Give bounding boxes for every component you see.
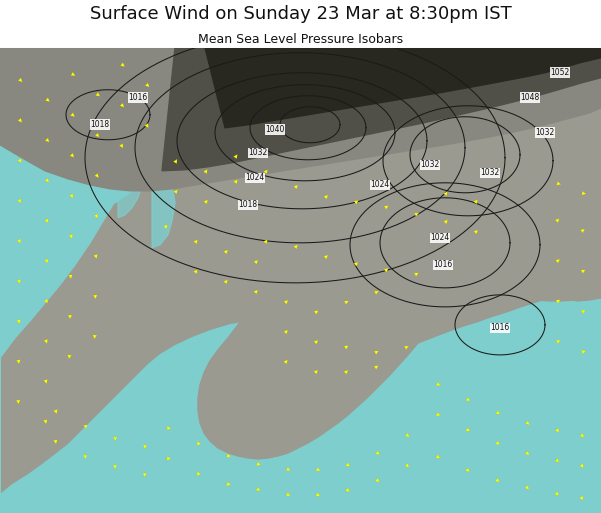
Text: 1032: 1032 bbox=[535, 128, 555, 137]
Text: 1016: 1016 bbox=[490, 323, 510, 332]
Text: 1032: 1032 bbox=[248, 148, 267, 157]
Polygon shape bbox=[0, 48, 601, 191]
Text: 1018: 1018 bbox=[90, 120, 109, 129]
Text: Mean Sea Level Pressure Isobars: Mean Sea Level Pressure Isobars bbox=[198, 33, 403, 46]
Text: 1048: 1048 bbox=[520, 93, 540, 102]
Polygon shape bbox=[0, 48, 165, 513]
Text: 1032: 1032 bbox=[480, 168, 499, 177]
Polygon shape bbox=[0, 163, 130, 513]
Polygon shape bbox=[0, 317, 601, 513]
Polygon shape bbox=[525, 393, 601, 513]
Text: 1052: 1052 bbox=[551, 68, 570, 77]
Polygon shape bbox=[0, 48, 180, 173]
Polygon shape bbox=[205, 48, 601, 128]
Text: 1016: 1016 bbox=[129, 93, 148, 102]
Text: 1024: 1024 bbox=[245, 173, 264, 182]
Polygon shape bbox=[502, 48, 601, 301]
Polygon shape bbox=[540, 48, 601, 301]
Polygon shape bbox=[162, 48, 601, 171]
Polygon shape bbox=[152, 165, 175, 248]
Text: Surface Wind on Sunday 23 Mar at 8:30pm IST: Surface Wind on Sunday 23 Mar at 8:30pm … bbox=[90, 5, 511, 23]
Polygon shape bbox=[345, 293, 601, 513]
Text: 1040: 1040 bbox=[265, 125, 285, 134]
Polygon shape bbox=[0, 48, 601, 513]
Polygon shape bbox=[118, 123, 145, 218]
Polygon shape bbox=[0, 48, 601, 513]
Text: 1016: 1016 bbox=[433, 260, 453, 269]
Polygon shape bbox=[165, 48, 510, 459]
Text: 1024: 1024 bbox=[430, 233, 450, 242]
Text: 1024: 1024 bbox=[370, 180, 389, 189]
Text: 1018: 1018 bbox=[239, 200, 258, 209]
Text: 1032: 1032 bbox=[420, 160, 439, 169]
